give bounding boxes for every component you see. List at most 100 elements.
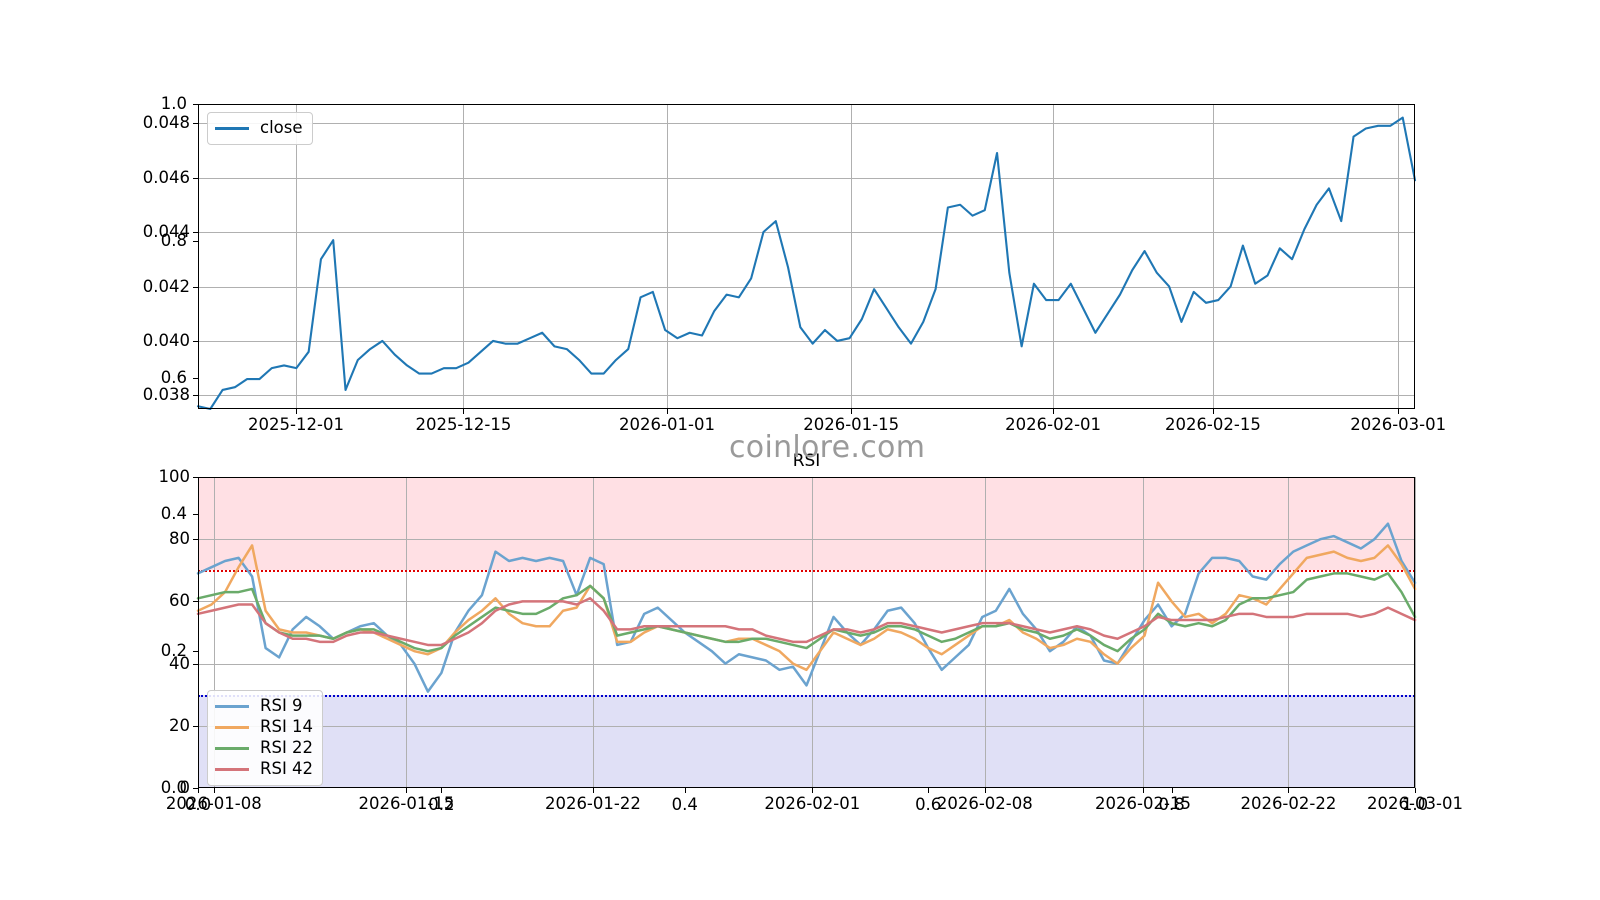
- rsi-gridline-v: [406, 477, 408, 788]
- price-x-tickmark: [667, 409, 668, 414]
- price-close-line: [196, 116, 1417, 411]
- price-gridline-v: [1212, 104, 1214, 409]
- rsi-x-tickmark: [1288, 788, 1290, 793]
- rsi-gridline-h: [198, 663, 1415, 665]
- price-y-tickmark: [193, 123, 198, 125]
- rsi-legend-label: RSI 42: [260, 759, 314, 779]
- price-gridline-h: [198, 123, 1415, 125]
- overlay-x-tick-label: 1.0: [1401, 795, 1429, 814]
- rsi-oversold-threshold-line: [198, 694, 1415, 697]
- rsi-x-tick-label: 2026-02-22: [1240, 794, 1337, 813]
- price-gridline-h: [198, 286, 1415, 288]
- rsi-oversold-band: [198, 694, 1415, 788]
- price-y-tickmark: [193, 286, 198, 288]
- price-x-tick-label: 2026-01-01: [619, 415, 715, 434]
- price-grid-layer: [198, 104, 1415, 409]
- price-legend: close: [207, 112, 313, 145]
- rsi-legend: RSI 9 RSI 14 RSI 22 RSI 42: [207, 690, 324, 786]
- price-gridline-h: [198, 232, 1415, 233]
- price-y-tick-label: 0.038: [142, 385, 190, 405]
- rsi-gridline-v: [812, 477, 814, 788]
- overlay-y-tickmark: [193, 240, 198, 242]
- rsi-gridline-h: [198, 539, 1415, 541]
- rsi-x-tick-label: 2026-01-22: [544, 794, 641, 813]
- rsi-y-tick-label: 80: [169, 528, 190, 548]
- rsi-y-tickmark: [193, 725, 198, 727]
- watermark-coinlore: coinlore.com: [729, 430, 926, 465]
- rsi-legend-row: RSI 14: [215, 717, 313, 738]
- price-gridline-v: [1053, 104, 1055, 409]
- rsi-chart-axes: 0 20 40 60 80 100 2026-01-08 2026-01-15 2026-01…: [159, 451, 1463, 812]
- overlay-y-tickmark: [193, 788, 198, 789]
- price-chart-axes: 0.038 0.040 0.042 0.044 0.046 0.048 2025-12-0…: [143, 104, 1446, 433]
- price-gridline-h: [198, 340, 1415, 342]
- price-x-tick-label: 2026-02-01: [1005, 415, 1102, 434]
- rsi-gridline-v: [592, 477, 594, 788]
- rsi-gridline-h: [198, 601, 1415, 603]
- rsi-gridline-v: [984, 477, 986, 788]
- rsi-legend-label: RSI 9: [260, 696, 303, 716]
- price-gridline-h: [198, 177, 1415, 179]
- rsi-overbought-band: [198, 477, 1415, 571]
- price-legend-row: close: [215, 118, 303, 139]
- rsi-legend-swatch: [215, 768, 249, 771]
- rsi-gridline-v: [1415, 477, 1416, 788]
- rsi-x-tickmark: [1143, 788, 1144, 793]
- rsi-legend-swatch: [215, 726, 249, 729]
- rsi-series-line-rsi-42: [196, 597, 1417, 647]
- price-legend-label: close: [260, 118, 303, 138]
- rsi-x-tickmark: [406, 788, 408, 793]
- rsi-grid-layer: [198, 477, 1416, 788]
- overlay-y-tick-label: 0.4: [160, 504, 187, 524]
- overlay-x-tick-label: 0.2: [428, 795, 455, 814]
- price-x-tickmark: [1053, 409, 1055, 414]
- rsi-x-tick-label: 2026-01-08: [165, 794, 262, 813]
- price-x-tick-label: 2025-12-01: [248, 415, 344, 434]
- price-gridline-v: [851, 104, 853, 409]
- rsi-x-tick-label: 2026-01-15: [358, 794, 455, 813]
- price-y-tick-label: 0.042: [142, 276, 190, 296]
- rsi-legend-row: RSI 22: [215, 738, 313, 759]
- overlay-x-tickmark: [1415, 788, 1416, 793]
- rsi-y-tickmark: [193, 663, 198, 665]
- overlay-y-tickmark: [193, 651, 198, 653]
- overlay-y-tickmark: [193, 104, 198, 105]
- price-x-tick-label: 2025-12-15: [415, 415, 512, 434]
- rsi-x-tickmark: [812, 788, 814, 793]
- rsi-line-plot: [196, 522, 1417, 693]
- overlay-y-tickmark: [193, 377, 198, 379]
- price-y-tickmark: [193, 395, 198, 397]
- price-y-tickmark: [193, 232, 198, 233]
- rsi-legend-row: RSI 9: [215, 696, 313, 717]
- price-x-tickmark: [296, 409, 297, 414]
- price-y-tick-label: 0.046: [142, 167, 190, 187]
- price-y-tick-label: 0.040: [142, 330, 190, 350]
- rsi-y-tick-label: 100: [158, 466, 191, 486]
- rsi-legend-label: RSI 14: [260, 717, 314, 737]
- price-y-tick-label: 0.044: [142, 221, 190, 241]
- rsi-legend-label: RSI 22: [260, 738, 314, 758]
- overlay-x-tick-label: 0.6: [915, 795, 942, 814]
- rsi-x-tick-label: 2026-02-01: [764, 794, 861, 813]
- rsi-gridline-v: [1288, 477, 1290, 788]
- price-y-tick-label: 0.048: [142, 112, 190, 132]
- rsi-gridline-h: [198, 725, 1415, 727]
- rsi-x-tick-label: 2026-03-01: [1367, 794, 1463, 813]
- overlay-x-tick-label: 0.4: [671, 795, 698, 814]
- overlay-x-tickmark: [1171, 788, 1173, 793]
- rsi-legend-row: RSI 42: [215, 759, 313, 780]
- price-legend-swatch: [215, 127, 249, 130]
- overlay-y-tick-label: 0.2: [160, 640, 187, 660]
- price-gridline-v: [667, 104, 668, 409]
- price-gridline-v: [463, 104, 465, 409]
- rsi-x-tick-label: 2026-02-15: [1095, 794, 1191, 813]
- price-x-tick-label: 2026-01-15: [803, 415, 900, 434]
- overlay-y-tick-label: 0.0: [160, 777, 187, 797]
- rsi-series-line-rsi-14: [196, 544, 1417, 672]
- rsi-x-tickmark: [984, 788, 986, 793]
- rsi-legend-swatch: [215, 747, 249, 750]
- price-x-tick-label: 2026-03-01: [1350, 415, 1447, 434]
- rsi-y-tick-label: 0: [179, 777, 191, 797]
- rsi-y-tickmark: [193, 601, 198, 603]
